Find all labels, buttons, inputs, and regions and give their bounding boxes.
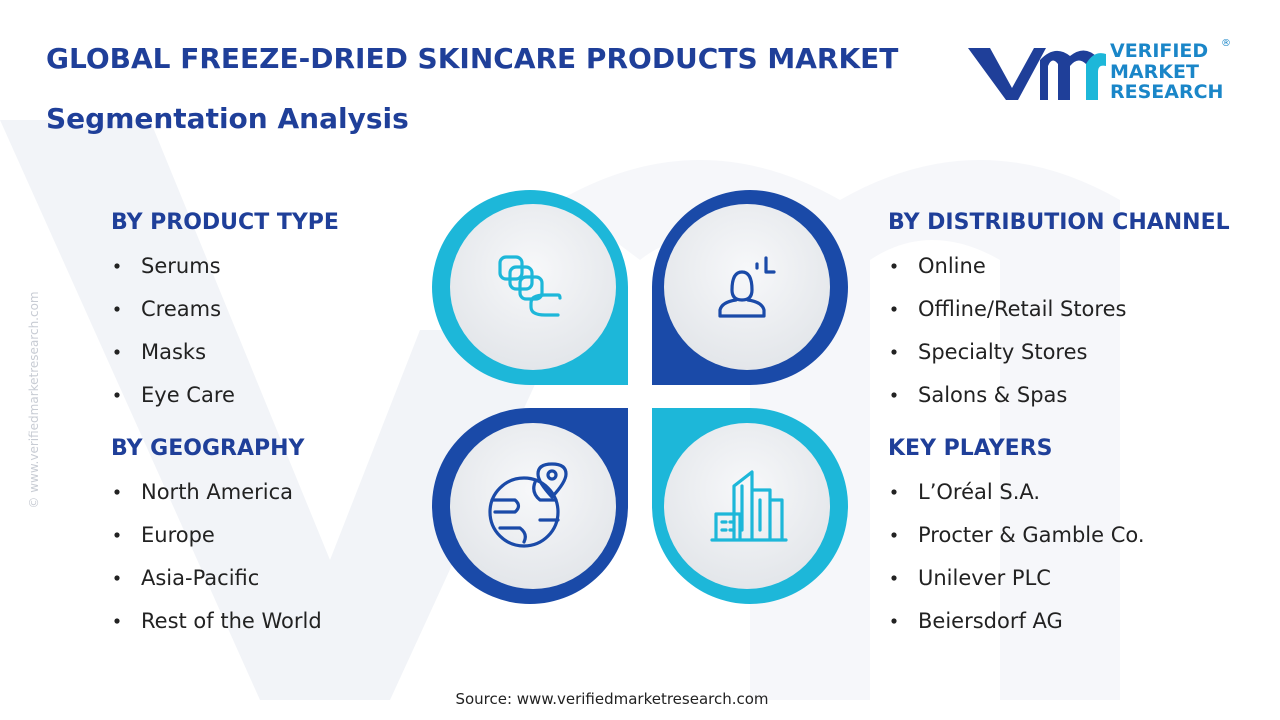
- bullet: [891, 263, 897, 269]
- section-item: L’Oréal S.A.: [918, 480, 1040, 504]
- bullet: [891, 489, 897, 495]
- bullet: [114, 392, 120, 398]
- bullet: [891, 349, 897, 355]
- bullet: [114, 532, 120, 538]
- bullet: [114, 489, 120, 495]
- section-item: Procter & Gamble Co.: [918, 523, 1145, 547]
- source: Source: www.verifiedmarketresearch.com: [455, 690, 768, 708]
- petals: [432, 189, 848, 604]
- section-heading: BY GEOGRAPHY: [111, 436, 306, 461]
- section-item: Online: [918, 254, 986, 278]
- section-heading: BY PRODUCT TYPE: [111, 210, 339, 235]
- icon-circle: [664, 423, 830, 589]
- section-item: Serums: [141, 254, 221, 278]
- logo-mark: ®: [1221, 38, 1231, 49]
- title: GLOBAL FREEZE-DRIED SKINCARE PRODUCTS MA…: [46, 42, 898, 75]
- section-item: Beiersdorf AG: [918, 609, 1063, 633]
- section-item: Europe: [141, 523, 215, 547]
- bullet: [114, 306, 120, 312]
- section-item: Eye Care: [141, 383, 235, 407]
- section-item: North America: [141, 480, 293, 504]
- bullet: [114, 263, 120, 269]
- section-item: Unilever PLC: [918, 566, 1051, 590]
- players-icon: [710, 470, 788, 542]
- section-item: Asia-Pacific: [141, 566, 259, 590]
- bullet: [891, 618, 897, 624]
- logo-line: VERIFIED: [1110, 40, 1208, 62]
- bullet: [891, 575, 897, 581]
- section-heading: BY DISTRIBUTION CHANNEL: [888, 210, 1230, 235]
- logo-line: MARKET: [1110, 61, 1199, 83]
- section-item: Masks: [141, 340, 206, 364]
- icon-circle: [450, 204, 616, 370]
- subtitle: Segmentation Analysis: [46, 102, 409, 135]
- section-item: Creams: [141, 297, 221, 321]
- section-item: Specialty Stores: [918, 340, 1087, 364]
- section-item: Rest of the World: [141, 609, 322, 633]
- bullet: [114, 618, 120, 624]
- geography-icon: [488, 462, 568, 548]
- section-item: Salons & Spas: [918, 383, 1067, 407]
- watermark-text: © www.verifiedmarketresearch.com: [27, 291, 41, 508]
- logo: VERIFIED MARKET RESEARCH ®: [968, 38, 1231, 103]
- section-item: Offline/Retail Stores: [918, 297, 1126, 321]
- bullet: [114, 575, 120, 581]
- logo-line: RESEARCH: [1110, 81, 1223, 103]
- channel-icon: [718, 256, 776, 318]
- icon-circle: [664, 204, 830, 370]
- product-icon: [498, 255, 562, 317]
- bullet: [891, 392, 897, 398]
- section-heading: KEY PLAYERS: [888, 436, 1052, 461]
- segment-lists: BY PRODUCT TYPE Serums Creams Masks Eye Care…: [111, 210, 1230, 633]
- bullet: [891, 306, 897, 312]
- bullet: [891, 532, 897, 538]
- watermark-logo: [0, 120, 1120, 700]
- bullet: [114, 349, 120, 355]
- icon-circle: [450, 423, 616, 589]
